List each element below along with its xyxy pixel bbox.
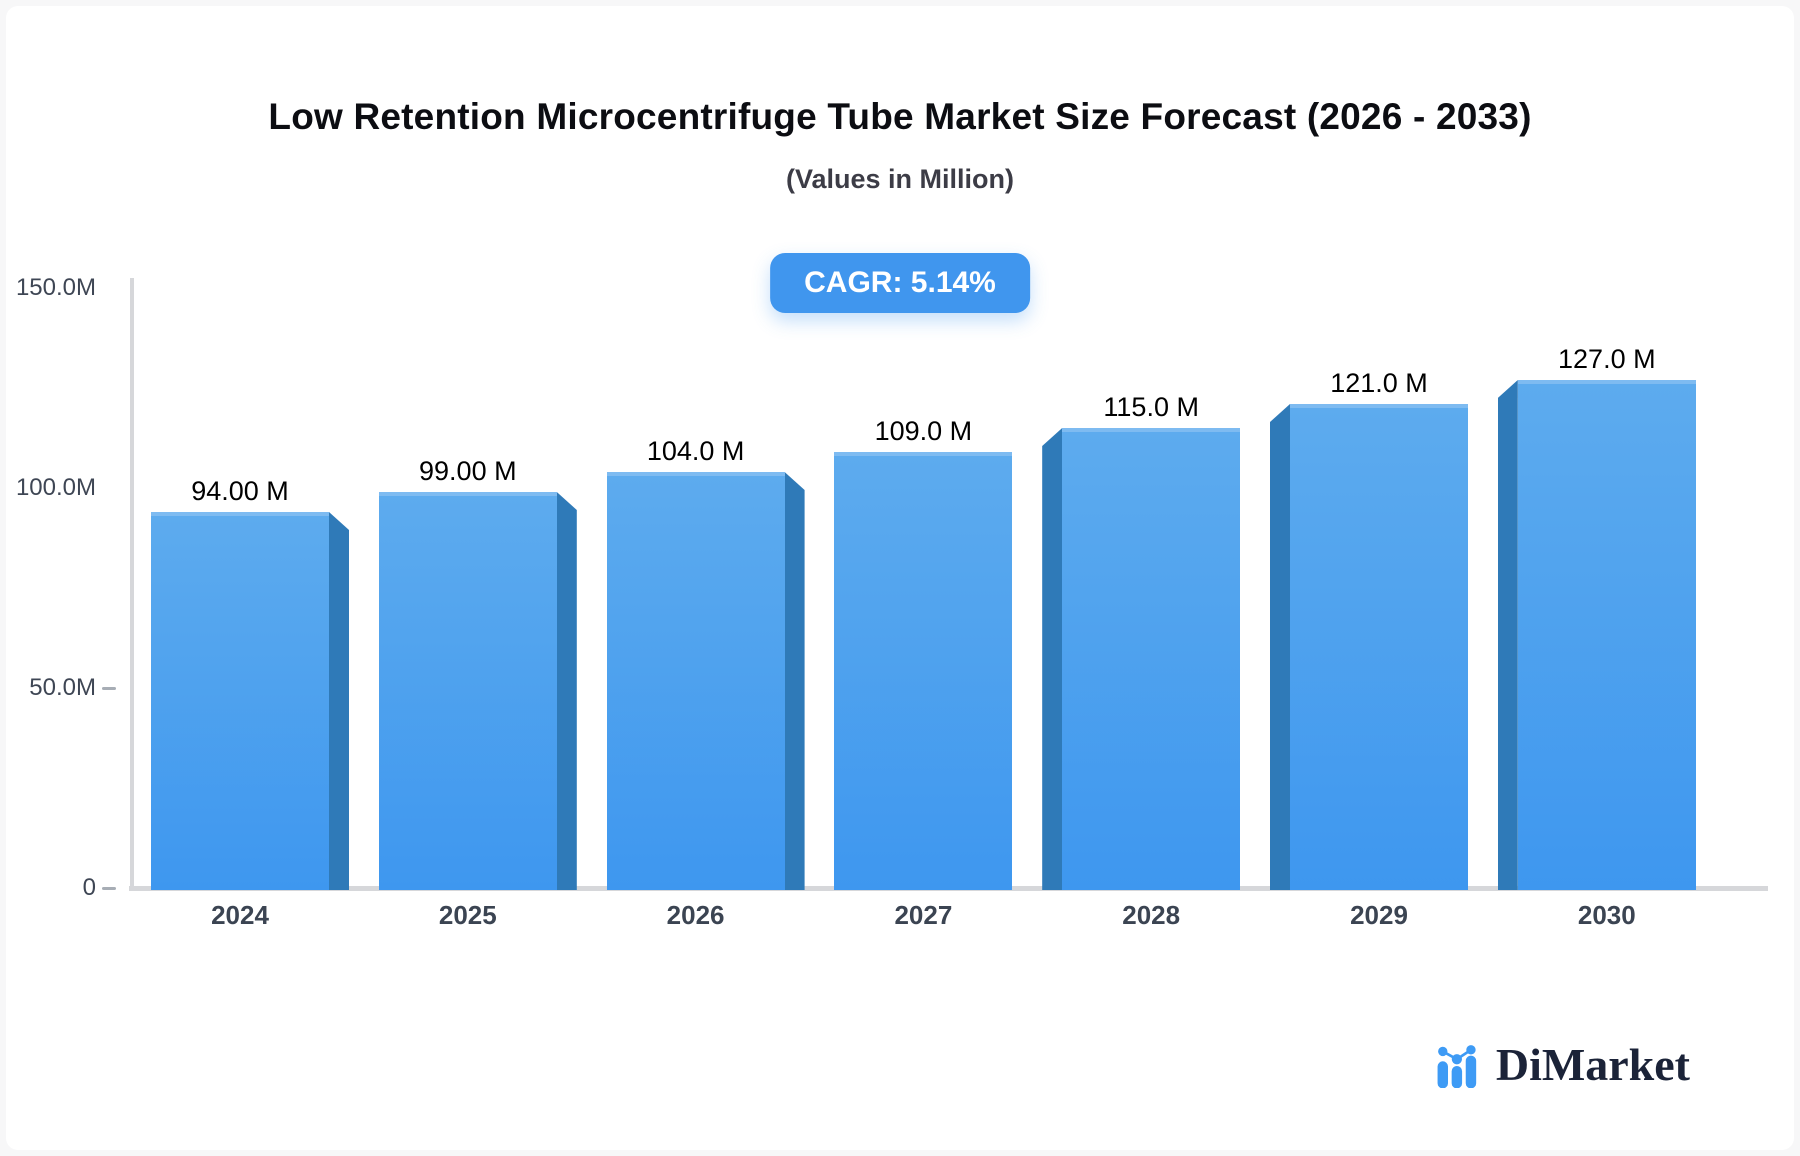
- x-axis-tick-label: 2028: [1122, 900, 1181, 930]
- y-axis-line: [130, 278, 134, 891]
- bar-face: [1517, 380, 1696, 890]
- bar-value-label: 99.00 M: [419, 456, 517, 486]
- x-axis-tick-label: 2027: [894, 900, 953, 930]
- x-axis-tick-label: 2025: [438, 900, 497, 930]
- y-axis-tick-mark: [102, 687, 116, 690]
- chart-subtitle: (Values in Million): [785, 164, 1015, 194]
- chart-title: Low Retention Microcentrifuge Tube Marke…: [268, 96, 1532, 137]
- brand-name: DiMarket: [1495, 1039, 1690, 1090]
- y-axis-tick-label: 100.0M: [15, 474, 96, 501]
- bar-side-face: [329, 512, 349, 890]
- y-axis-tick-mark: [102, 887, 116, 890]
- bar-face: [834, 452, 1013, 890]
- bar-side-face: [556, 492, 577, 890]
- x-axis-tick-label: 2026: [666, 900, 725, 930]
- bar-value-label: 104.0 M: [646, 436, 745, 466]
- bar: [1497, 380, 1696, 890]
- bar-value-label: 109.0 M: [874, 416, 973, 446]
- cagr-badge: CAGR: 5.14%: [770, 253, 1030, 313]
- bar-side-face: [1497, 380, 1518, 890]
- bar-face: [1290, 404, 1468, 890]
- bar-value-label: 127.0 M: [1558, 344, 1656, 374]
- bar-value-label: 115.0 M: [1103, 392, 1199, 422]
- bar-face: [606, 472, 785, 890]
- brand-watermark: DiMarket: [1436, 1042, 1690, 1088]
- x-axis-tick-label: 2030: [1577, 900, 1636, 930]
- bar: [834, 452, 1013, 890]
- bar-side-face: [784, 472, 805, 890]
- bar-value-label: 121.0 M: [1330, 368, 1428, 398]
- bar: [1270, 404, 1468, 890]
- bar: [378, 492, 577, 890]
- dimarket-logo-icon: [1437, 1045, 1477, 1088]
- bar-value-label: 94.00 M: [191, 476, 289, 506]
- y-axis-tick-label: 150.0M: [15, 274, 96, 301]
- x-axis-tick-label: 2029: [1350, 900, 1408, 930]
- bar-side-face: [1042, 428, 1063, 890]
- bar: [606, 472, 805, 890]
- x-axis-tick-label: 2024: [211, 900, 269, 930]
- y-axis-tick-label: 50.0M: [29, 674, 96, 701]
- bar-side-face: [1270, 404, 1290, 890]
- y-axis-tick-label: 0: [82, 874, 96, 901]
- bar-face: [378, 492, 557, 890]
- bar-face: [151, 512, 329, 890]
- bar: [151, 512, 349, 890]
- bar-face: [1062, 428, 1241, 890]
- bar: [1042, 428, 1241, 890]
